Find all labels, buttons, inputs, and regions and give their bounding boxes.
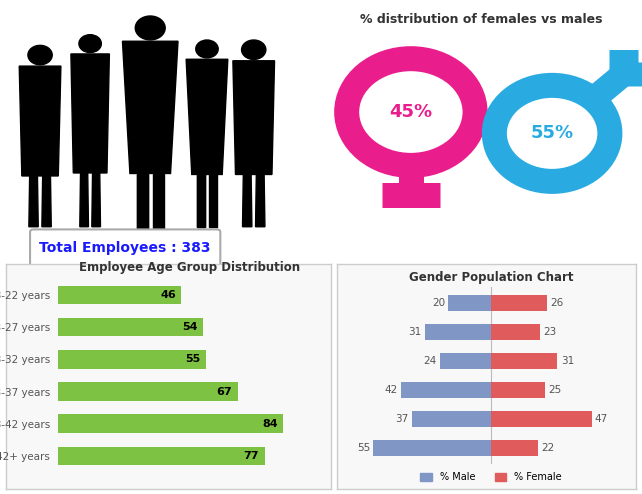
- Circle shape: [241, 40, 266, 59]
- Polygon shape: [209, 174, 217, 227]
- Bar: [491, 294, 547, 311]
- Text: 77: 77: [244, 451, 259, 461]
- Circle shape: [79, 35, 101, 52]
- Polygon shape: [243, 174, 252, 227]
- Bar: [58, 414, 283, 433]
- Bar: [58, 350, 205, 369]
- Bar: [491, 411, 592, 427]
- FancyBboxPatch shape: [30, 229, 220, 267]
- Text: 47: 47: [595, 414, 608, 424]
- Text: 26: 26: [550, 297, 563, 308]
- Text: 31: 31: [408, 327, 422, 337]
- Polygon shape: [137, 173, 148, 235]
- Bar: [440, 353, 491, 369]
- Text: 54: 54: [182, 322, 198, 332]
- Circle shape: [135, 16, 165, 40]
- Text: 84: 84: [263, 419, 278, 429]
- Polygon shape: [80, 173, 89, 227]
- Text: 55%: 55%: [530, 124, 574, 142]
- Polygon shape: [92, 173, 100, 227]
- Polygon shape: [197, 174, 205, 227]
- Polygon shape: [153, 173, 164, 235]
- Text: 55: 55: [185, 354, 200, 365]
- Bar: [58, 286, 181, 304]
- Polygon shape: [42, 176, 51, 227]
- Bar: [448, 294, 491, 311]
- Text: 55: 55: [357, 443, 370, 453]
- Text: 23: 23: [544, 327, 557, 337]
- Bar: [412, 411, 491, 427]
- Bar: [491, 353, 557, 369]
- Bar: [401, 382, 491, 398]
- Text: 67: 67: [217, 386, 232, 397]
- Title: Employee Age Group Distribution: Employee Age Group Distribution: [79, 261, 300, 274]
- Text: Total Employees : 383: Total Employees : 383: [39, 241, 211, 255]
- Bar: [58, 447, 265, 465]
- Polygon shape: [29, 176, 39, 227]
- Polygon shape: [186, 59, 228, 174]
- Polygon shape: [71, 54, 109, 173]
- Circle shape: [196, 40, 218, 58]
- Legend: % Male, % Female: % Male, % Female: [417, 468, 566, 486]
- Bar: [491, 382, 544, 398]
- Text: 25: 25: [548, 385, 561, 395]
- Polygon shape: [256, 174, 265, 227]
- Text: 42: 42: [385, 385, 398, 395]
- Text: 37: 37: [395, 414, 409, 424]
- Polygon shape: [123, 41, 178, 173]
- Text: 31: 31: [560, 356, 574, 366]
- Bar: [374, 440, 491, 456]
- Circle shape: [28, 45, 52, 65]
- Polygon shape: [19, 66, 61, 176]
- Bar: [58, 318, 203, 336]
- Title: Gender Population Chart: Gender Population Chart: [409, 271, 573, 284]
- Text: 46: 46: [160, 290, 176, 300]
- Text: 20: 20: [432, 297, 445, 308]
- Text: 24: 24: [423, 356, 437, 366]
- Polygon shape: [233, 61, 275, 174]
- Bar: [58, 382, 238, 401]
- Bar: [491, 324, 541, 340]
- Text: 22: 22: [541, 443, 555, 453]
- Text: % distribution of females vs males: % distribution of females vs males: [360, 13, 603, 26]
- Bar: [425, 324, 491, 340]
- Text: 45%: 45%: [389, 103, 433, 121]
- Bar: [491, 440, 538, 456]
